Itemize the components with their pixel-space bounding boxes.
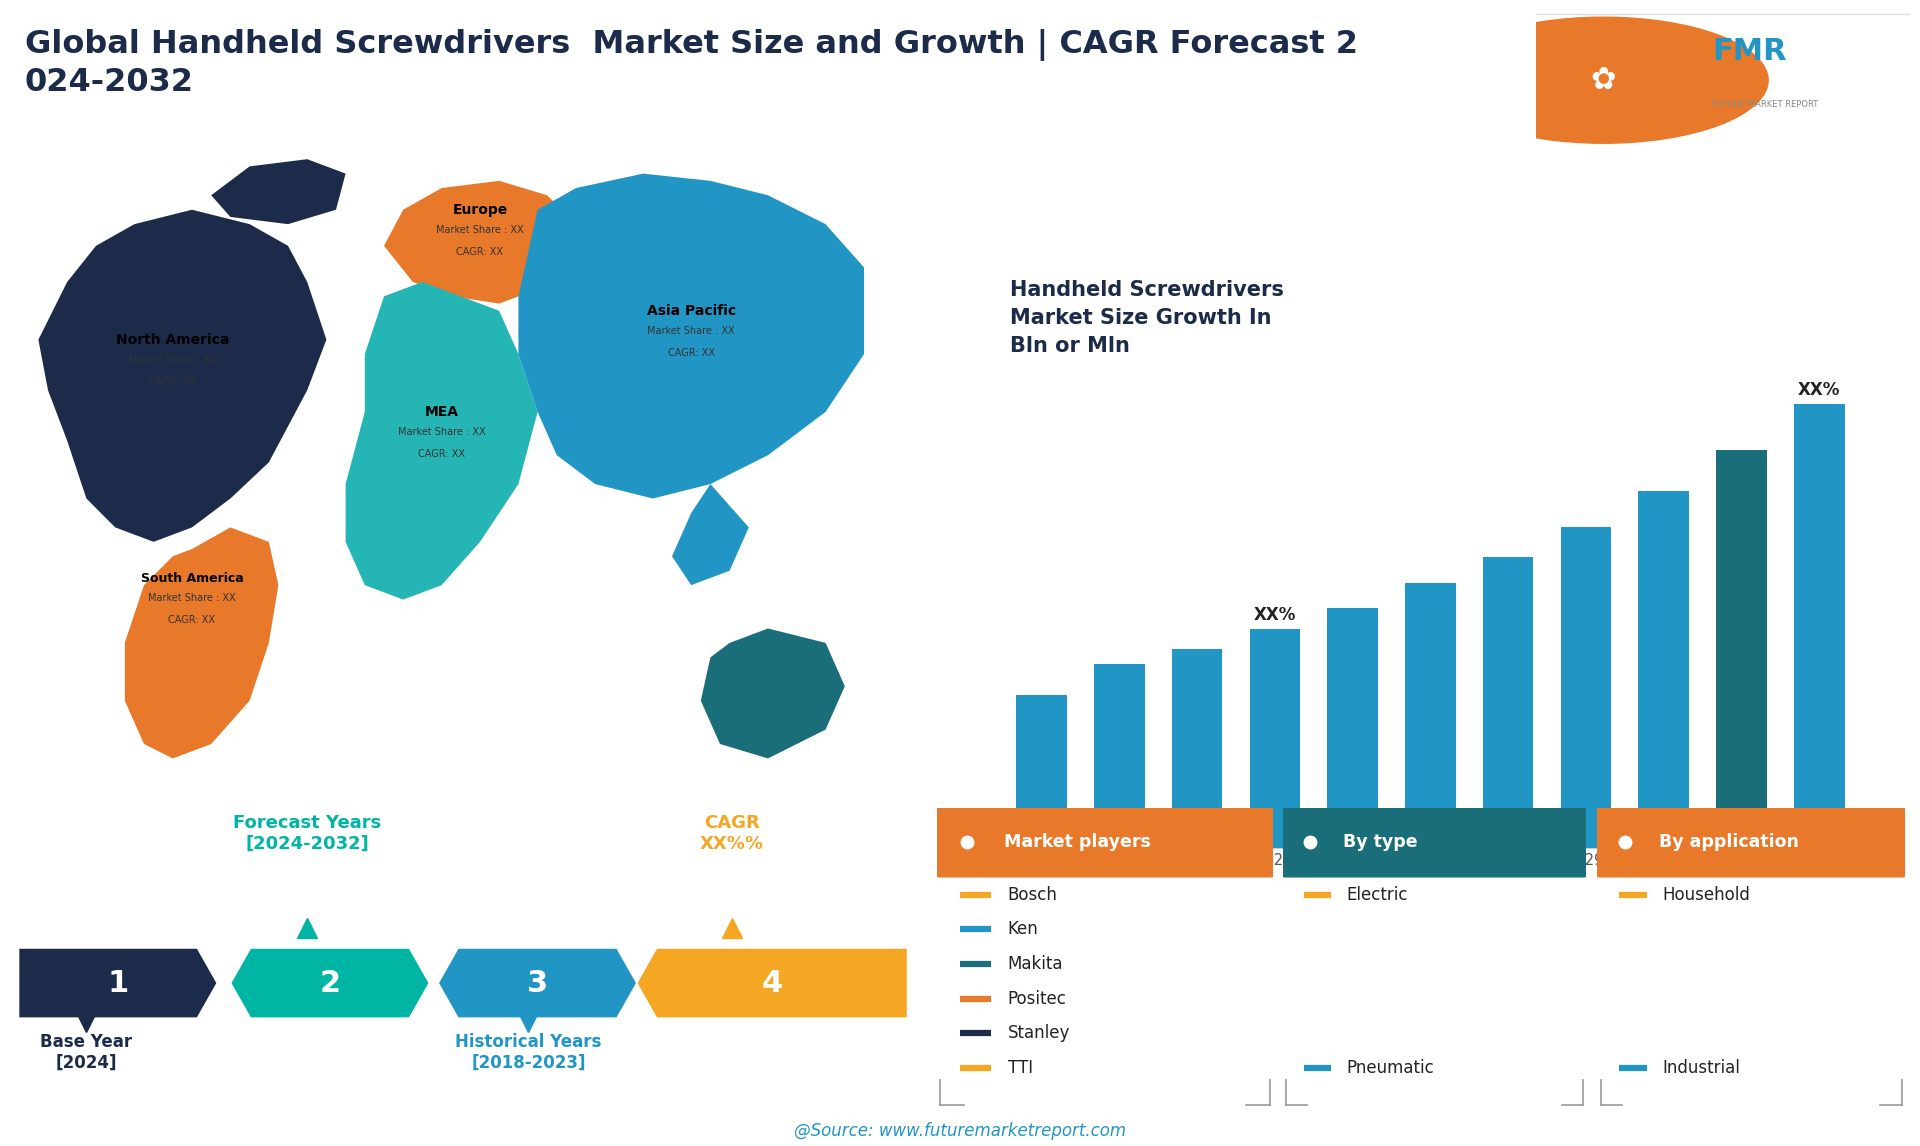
Bar xyxy=(1482,557,1534,848)
Text: Asia Pacific: Asia Pacific xyxy=(647,304,735,317)
FancyBboxPatch shape xyxy=(1277,802,1592,1123)
Polygon shape xyxy=(672,484,749,586)
Bar xyxy=(1327,609,1379,848)
Bar xyxy=(1561,527,1611,848)
Polygon shape xyxy=(637,948,908,1018)
FancyBboxPatch shape xyxy=(1594,807,1908,878)
Text: Global Handheld Screwdrivers  Market Size and Growth | CAGR Forecast 2
024-2032: Global Handheld Screwdrivers Market Size… xyxy=(25,29,1357,97)
Text: South America: South America xyxy=(140,572,244,586)
Text: Stanley: Stanley xyxy=(1008,1025,1069,1042)
Text: Market Share : XX: Market Share : XX xyxy=(436,225,524,235)
Text: CAGR: XX: CAGR: XX xyxy=(457,246,503,257)
FancyBboxPatch shape xyxy=(931,807,1279,878)
Text: Forecast Years
[2024-2032]: Forecast Years [2024-2032] xyxy=(232,814,382,853)
Polygon shape xyxy=(125,527,278,759)
Bar xyxy=(1250,629,1300,848)
Text: Europe: Europe xyxy=(453,203,507,217)
Polygon shape xyxy=(701,628,845,759)
Text: Market players: Market players xyxy=(1004,833,1150,851)
Text: 2: 2 xyxy=(319,968,340,997)
Text: Market Share : XX: Market Share : XX xyxy=(129,355,217,364)
Text: By application: By application xyxy=(1659,833,1799,851)
Text: Makita: Makita xyxy=(1008,955,1064,973)
Text: @Source: www.futuremarketreport.com: @Source: www.futuremarketreport.com xyxy=(795,1122,1125,1140)
Text: Positec: Positec xyxy=(1008,989,1066,1007)
Polygon shape xyxy=(384,181,576,304)
Polygon shape xyxy=(230,948,430,1018)
Text: MEA: MEA xyxy=(424,405,459,419)
Text: Industrial: Industrial xyxy=(1663,1059,1740,1077)
Text: 3: 3 xyxy=(526,968,547,997)
Bar xyxy=(1171,649,1223,848)
Text: Electric: Electric xyxy=(1346,886,1407,903)
Text: Pneumatic: Pneumatic xyxy=(1346,1059,1434,1077)
Text: Market Share : XX: Market Share : XX xyxy=(647,327,735,336)
Bar xyxy=(1716,450,1766,848)
FancyBboxPatch shape xyxy=(929,802,1279,1123)
Text: CAGR
XX%%: CAGR XX%% xyxy=(699,814,764,853)
Bar xyxy=(1405,583,1455,848)
Text: Historical Years
[2018-2023]: Historical Years [2018-2023] xyxy=(455,1033,601,1072)
FancyBboxPatch shape xyxy=(1279,807,1590,878)
Bar xyxy=(1094,665,1144,848)
Text: Market Share : XX: Market Share : XX xyxy=(148,594,236,603)
Text: FUTURE MARKET REPORT: FUTURE MARKET REPORT xyxy=(1713,100,1818,109)
Text: Ken: Ken xyxy=(1008,920,1039,939)
Text: 4: 4 xyxy=(762,968,783,997)
Text: XX%: XX% xyxy=(1799,382,1841,399)
Polygon shape xyxy=(518,173,864,499)
Text: Household: Household xyxy=(1663,886,1749,903)
Text: TTI: TTI xyxy=(1008,1059,1033,1077)
Circle shape xyxy=(1438,17,1768,143)
Text: CAGR: XX: CAGR: XX xyxy=(150,377,196,386)
FancyBboxPatch shape xyxy=(1592,802,1910,1123)
Text: ✿: ✿ xyxy=(1590,65,1617,95)
Text: 1: 1 xyxy=(108,968,129,997)
Text: CAGR: XX: CAGR: XX xyxy=(668,347,714,358)
Text: North America: North America xyxy=(115,332,230,347)
Polygon shape xyxy=(438,948,637,1018)
Text: XX%: XX% xyxy=(1254,606,1296,623)
Text: FMR: FMR xyxy=(1713,37,1788,66)
Polygon shape xyxy=(211,159,346,225)
Bar xyxy=(1793,405,1845,848)
Bar xyxy=(1016,696,1068,848)
Polygon shape xyxy=(19,948,217,1018)
Text: Handheld Screwdrivers
Market Size Growth In
Bln or Mln: Handheld Screwdrivers Market Size Growth… xyxy=(1010,281,1284,356)
Text: Base Year
[2024]: Base Year [2024] xyxy=(40,1033,132,1072)
Text: Market Share : XX: Market Share : XX xyxy=(397,427,486,437)
Text: By type: By type xyxy=(1344,833,1417,851)
Polygon shape xyxy=(346,282,538,599)
Polygon shape xyxy=(38,210,326,542)
Text: CAGR: XX: CAGR: XX xyxy=(169,615,215,625)
Text: CAGR: XX: CAGR: XX xyxy=(419,449,465,458)
Text: Bosch: Bosch xyxy=(1008,886,1058,903)
Bar xyxy=(1638,492,1690,848)
